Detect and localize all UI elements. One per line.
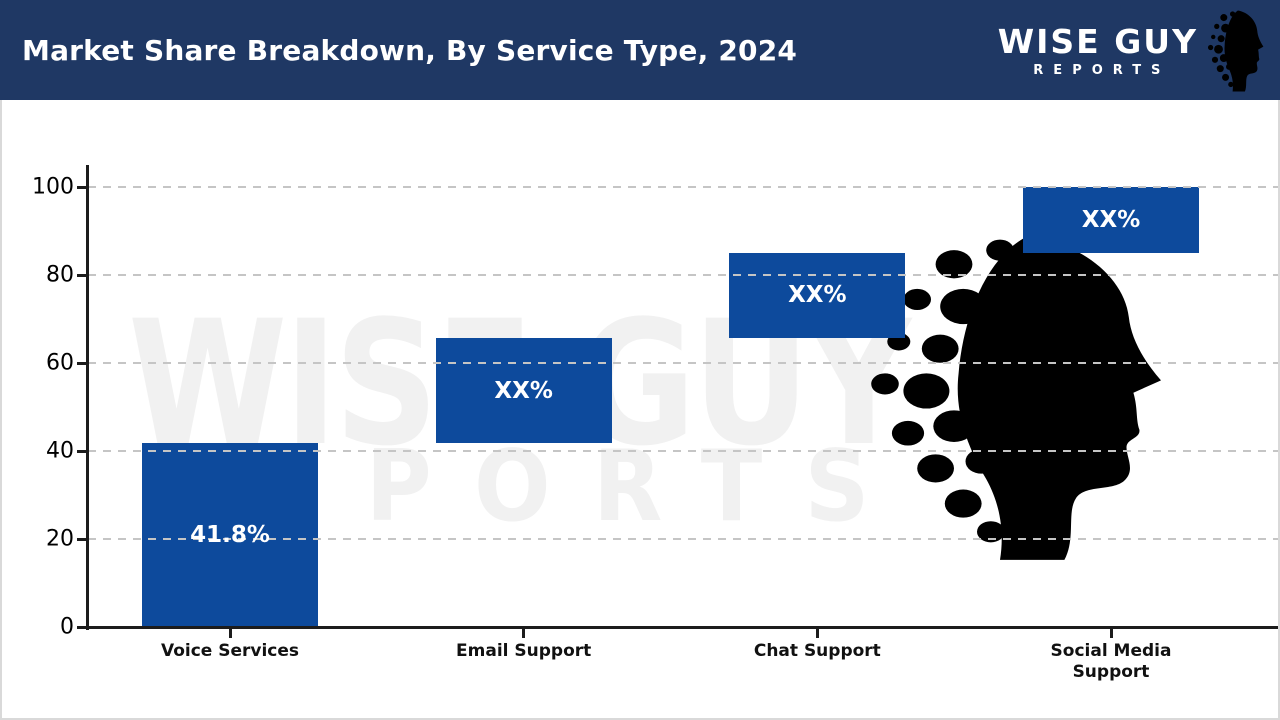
logo-line2: REPORTS [1033,63,1171,78]
gridline-40 [88,450,1278,452]
y-tick-label: 40 [46,438,74,464]
wiseguy-head-icon [1207,10,1264,92]
category-label-voice-services: Voice Services [160,641,300,661]
y-tick [77,625,86,629]
y-tick-label: 100 [32,174,74,200]
y-tick-label: 20 [46,526,74,552]
bar-value-label: XX% [494,377,553,404]
y-tick-label: 80 [46,262,74,288]
y-tick [77,185,86,189]
bar-email-support [435,337,612,444]
bar-value-label: XX% [788,282,847,309]
bar-voice-services [142,443,318,627]
y-tick [77,537,86,541]
gridline-60 [88,362,1278,364]
bar-chat-support [729,253,906,338]
y-tick [77,361,86,365]
y-tick [77,449,86,453]
gridline-20 [88,538,1278,540]
x-axis-line [86,626,1278,629]
x-tick [522,629,526,638]
logo: WISE GUY REPORTS [998,6,1274,96]
bar-social-media-support [1023,187,1199,253]
logo-wordmark: WISE GUY REPORTS [997,22,1198,79]
page-title: Market Share Breakdown, By Service Type,… [22,34,798,67]
gridline-100 [88,186,1278,188]
x-tick [815,629,819,638]
y-tick-label: 0 [60,614,74,640]
y-tick-label: 60 [46,350,74,376]
x-tick [1109,629,1113,638]
logo-line1: WISE GUY [997,22,1198,61]
category-label-email-support: Email Support [456,641,592,661]
plot-area: 41.8% Voice Services XX% Email Support XX% Ch… [0,100,1280,720]
header-bar: Market Share Breakdown, By Service Type,… [0,0,1280,100]
x-tick [228,629,232,638]
category-label-social-media-support: Social Media Support [1050,641,1172,682]
y-tick [77,273,86,277]
bar-value-label: 41.8% [190,522,270,549]
y-axis-line [86,165,89,630]
gridline-80 [88,274,1278,276]
bar-value-label: XX% [1081,207,1141,233]
category-label-chat-support: Chat Support [753,641,881,661]
